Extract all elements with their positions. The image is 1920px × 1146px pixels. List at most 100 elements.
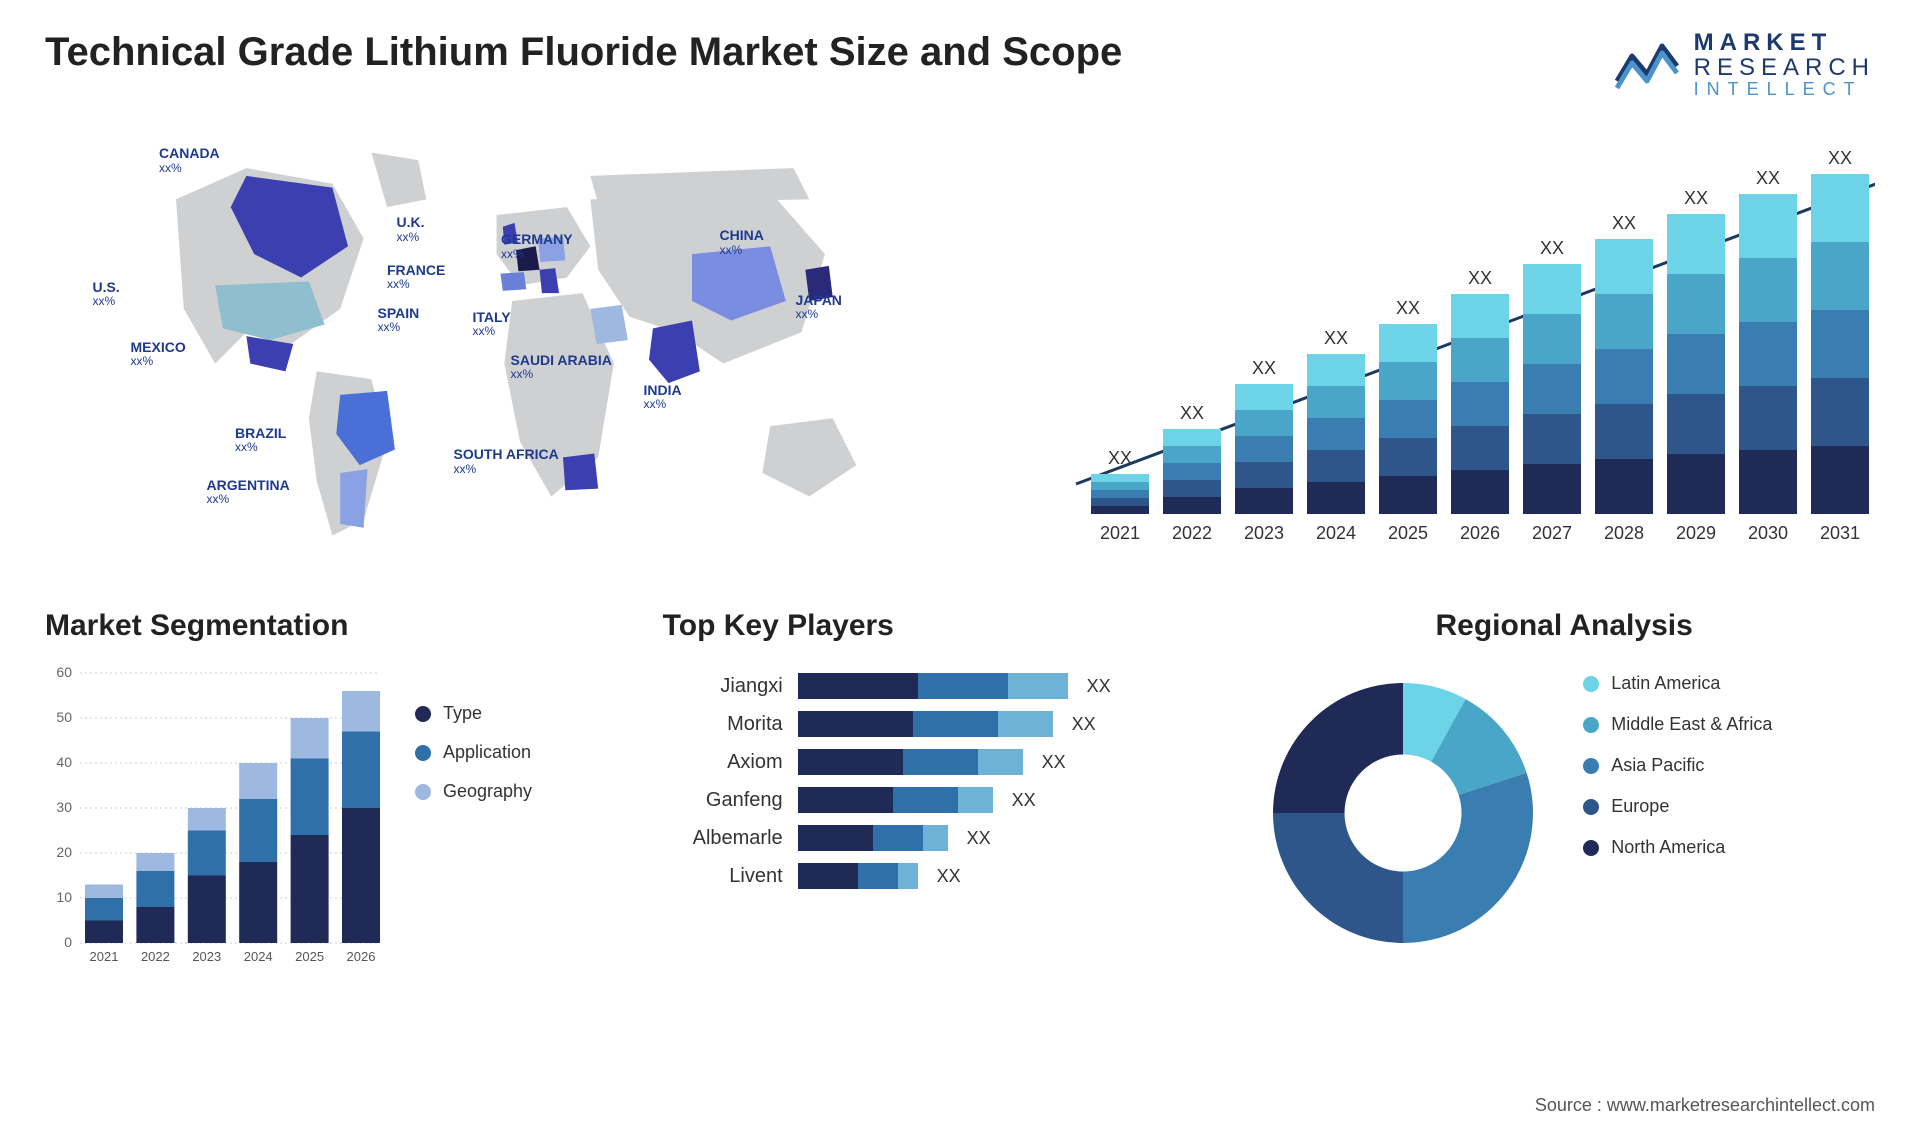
player-bar <box>798 863 918 889</box>
player-bar <box>798 825 948 851</box>
player-name: Albemarle <box>663 827 783 850</box>
player-row: AxiomXX <box>663 749 1204 775</box>
svg-text:XX: XX <box>1612 213 1636 233</box>
svg-text:XX: XX <box>1252 358 1276 378</box>
player-row: Livent XX <box>663 863 1204 889</box>
logo-line2: RESEARCH <box>1694 55 1875 80</box>
logo-line1: MARKET <box>1694 30 1875 55</box>
legend-item: Europe <box>1583 796 1772 817</box>
svg-text:2025: 2025 <box>295 949 324 964</box>
map-label: SOUTH AFRICAxx% <box>454 447 559 476</box>
map-label: FRANCExx% <box>387 263 445 292</box>
segmentation-panel: Market Segmentation 0 10 20 30 40 50 60 2021 202… <box>45 609 613 973</box>
forecast-panel: XX 2021 XX 2022 XX 2023 XX 2024 XX 2025 XX 2026 XX 20… <box>1055 129 1875 559</box>
player-value: XX <box>937 866 961 887</box>
map-label: BRAZILxx% <box>235 426 286 455</box>
logo-text: MARKET RESEARCH INTELLECT <box>1694 30 1875 99</box>
map-label: SAUDI ARABIAxx% <box>511 353 612 382</box>
regional-legend: Latin America Middle East & Africa Asia Pa… <box>1583 663 1772 858</box>
regional-donut <box>1253 663 1553 963</box>
bottom-row: Market Segmentation 0 10 20 30 40 50 60 2021 202… <box>45 609 1875 973</box>
svg-text:2022: 2022 <box>1172 523 1212 543</box>
svg-text:XX: XX <box>1684 188 1708 208</box>
map-label: SPAINxx% <box>378 306 420 335</box>
legend-item: Asia Pacific <box>1583 755 1772 776</box>
player-row: Morita XX <box>663 711 1204 737</box>
svg-text:40: 40 <box>56 754 72 770</box>
svg-text:10: 10 <box>56 889 72 905</box>
map-label: MEXICOxx% <box>131 340 186 369</box>
svg-text:30: 30 <box>56 799 72 815</box>
svg-text:2026: 2026 <box>1460 523 1500 543</box>
svg-text:50: 50 <box>56 709 72 725</box>
header: Technical Grade Lithium Fluoride Market … <box>45 30 1875 99</box>
svg-text:0: 0 <box>64 934 72 950</box>
donut-wrap <box>1253 663 1553 963</box>
player-bar <box>798 673 1068 699</box>
svg-text:60: 60 <box>56 664 72 680</box>
svg-text:XX: XX <box>1396 298 1420 318</box>
svg-text:XX: XX <box>1180 403 1204 423</box>
segmentation-title: Market Segmentation <box>45 609 613 643</box>
svg-text:XX: XX <box>1540 238 1564 258</box>
svg-text:XX: XX <box>1828 148 1852 168</box>
svg-text:2029: 2029 <box>1676 523 1716 543</box>
svg-text:2023: 2023 <box>192 949 221 964</box>
segmentation-legend: Type Application Geography <box>415 663 532 973</box>
player-row: Albemarle XX <box>663 825 1204 851</box>
player-name: Axiom <box>663 751 783 774</box>
svg-text:2025: 2025 <box>1388 523 1428 543</box>
segmentation-chart: 0 10 20 30 40 50 60 2021 2022 2023 2024 2025 2026 <box>45 663 385 973</box>
logo-icon <box>1612 36 1682 94</box>
player-name: Morita <box>663 713 783 736</box>
svg-text:2031: 2031 <box>1820 523 1860 543</box>
player-name: Ganfeng <box>663 789 783 812</box>
svg-text:2024: 2024 <box>244 949 273 964</box>
svg-text:2026: 2026 <box>347 949 376 964</box>
logo: MARKET RESEARCH INTELLECT <box>1612 30 1875 99</box>
player-name: Livent <box>663 865 783 888</box>
top-row: CANADAxx%U.S.xx%MEXICOxx%BRAZILxx%ARGENT… <box>45 129 1875 559</box>
player-value: XX <box>1072 714 1096 735</box>
players-title: Top Key Players <box>663 609 1204 643</box>
svg-text:2023: 2023 <box>1244 523 1284 543</box>
svg-text:20: 20 <box>56 844 72 860</box>
regional-title: Regional Analysis <box>1253 609 1875 643</box>
map-label: CANADAxx% <box>159 146 220 175</box>
map-label: CHINAxx% <box>720 228 764 257</box>
svg-text:2022: 2022 <box>141 949 170 964</box>
regional-panel: Regional Analysis Latin America Middle Ea… <box>1253 609 1875 973</box>
map-label: ITALYxx% <box>473 310 511 339</box>
map-label: JAPANxx% <box>796 293 842 322</box>
world-map <box>45 129 995 559</box>
svg-text:2027: 2027 <box>1532 523 1572 543</box>
map-label: INDIAxx% <box>644 383 682 412</box>
svg-text:XX: XX <box>1756 168 1780 188</box>
player-name: Jiangxi <box>663 675 783 698</box>
legend-item: Middle East & Africa <box>1583 714 1772 735</box>
player-value: XX <box>967 828 991 849</box>
map-label: GERMANYxx% <box>501 232 573 261</box>
map-label: U.K.xx% <box>397 215 425 244</box>
svg-text:2021: 2021 <box>1100 523 1140 543</box>
player-value: XX <box>1087 676 1111 697</box>
legend-item: Geography <box>415 781 532 802</box>
legend-item: Latin America <box>1583 673 1772 694</box>
source-label: Source : www.marketresearchintellect.com <box>1535 1095 1875 1116</box>
player-row: Jiangxi XX <box>663 673 1204 699</box>
svg-text:XX: XX <box>1468 268 1492 288</box>
players-list: JiangxiXXMoritaXXAxiomXXGanfengXXAlbemar… <box>663 663 1204 889</box>
page-title: Technical Grade Lithium Fluoride Market … <box>45 30 1122 75</box>
player-row: Ganfeng XX <box>663 787 1204 813</box>
player-value: XX <box>1012 790 1036 811</box>
map-label: ARGENTINAxx% <box>207 478 290 507</box>
svg-text:2021: 2021 <box>90 949 119 964</box>
svg-text:2030: 2030 <box>1748 523 1788 543</box>
svg-text:2028: 2028 <box>1604 523 1644 543</box>
player-bar <box>798 787 993 813</box>
legend-item: Application <box>415 742 532 763</box>
legend-item: Type <box>415 703 532 724</box>
svg-text:2024: 2024 <box>1316 523 1356 543</box>
player-bar <box>798 749 1023 775</box>
logo-line3: INTELLECT <box>1694 80 1875 99</box>
